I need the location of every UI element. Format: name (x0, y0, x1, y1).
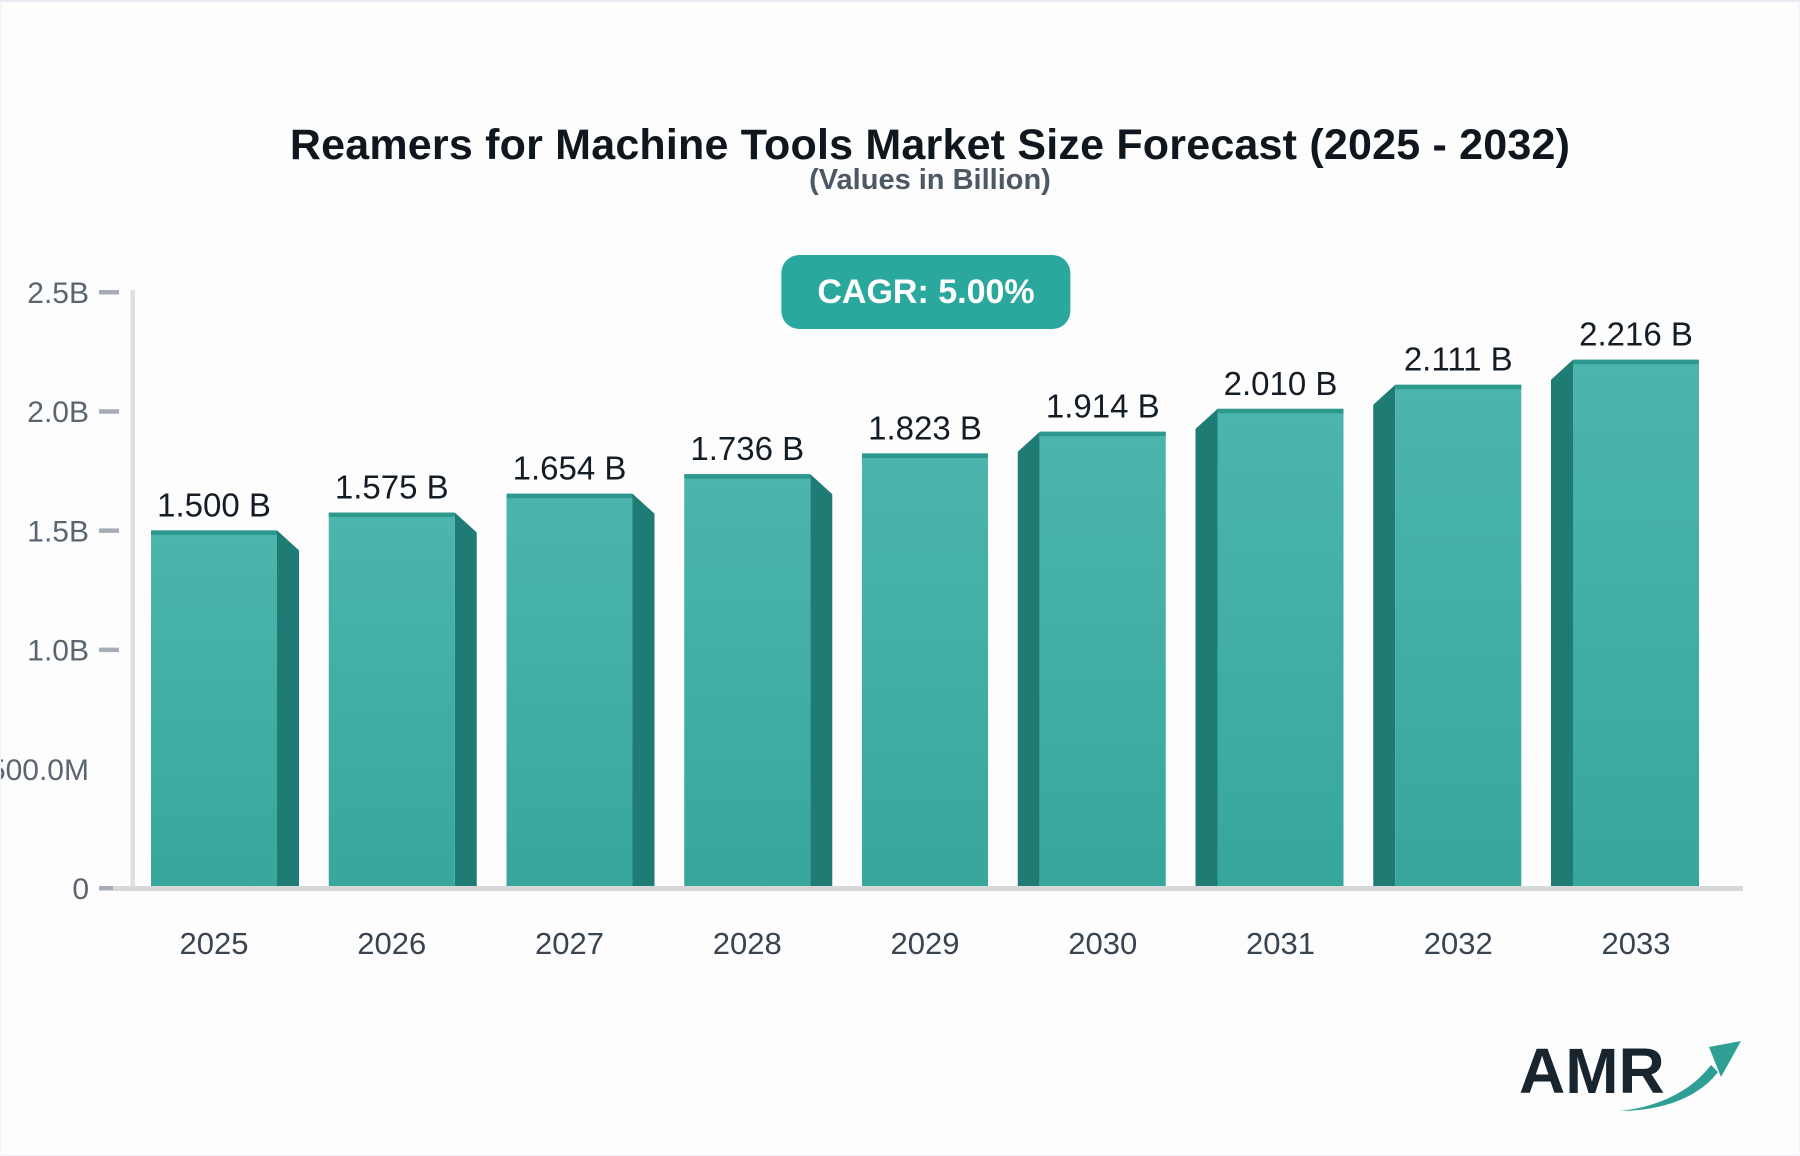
bar-top-edge (151, 530, 277, 535)
bar-value-label: 1.575 B (335, 469, 449, 506)
y-axis-tick (99, 886, 119, 891)
bar-group-2030: 1.914 B 2030 (1017, 388, 1166, 961)
bar-top-edge (1217, 408, 1344, 414)
bar-2028[interactable] (684, 474, 811, 888)
y-axis-label: 2.5B (27, 277, 89, 310)
bar-value-label: 1.914 B (1046, 388, 1160, 425)
amr-logo: AMR (1519, 1033, 1749, 1113)
bar-value-label: 1.654 B (513, 450, 627, 487)
bar-top-edge (328, 512, 455, 518)
x-axis-label: 2030 (1068, 926, 1137, 961)
bar-top-edge (862, 453, 988, 458)
bar-value-label: 2.216 B (1579, 316, 1693, 353)
bar-2033[interactable] (1573, 359, 1699, 889)
bar-side-face (810, 474, 833, 888)
x-axis-label: 2032 (1424, 926, 1493, 961)
bar-value-label: 1.736 B (690, 430, 804, 467)
x-axis-label: 2025 (180, 926, 249, 961)
bar-side-face (454, 512, 477, 888)
bar-group-2025: 1.500 B 2025 (151, 486, 299, 961)
bar-group-2033: 2.216 B 2033 (1551, 316, 1699, 961)
bar-value-label: 1.500 B (157, 486, 271, 523)
x-axis-label: 2033 (1602, 926, 1671, 961)
growth-arrow-icon (1619, 1041, 1741, 1111)
y-axis-label: 0 (72, 873, 89, 906)
x-axis-label: 2026 (357, 926, 426, 961)
bar-2026[interactable] (328, 512, 455, 888)
bar-2029[interactable] (862, 453, 988, 888)
y-axis-tick (99, 528, 119, 533)
x-axis-label: 2031 (1246, 926, 1315, 961)
bar-top-edge (1039, 431, 1166, 437)
bar-2031[interactable] (1217, 408, 1344, 888)
bar-group-2026: 1.575 B 2026 (328, 469, 477, 961)
y-axis-line (130, 290, 135, 888)
bar-2025[interactable] (151, 530, 277, 888)
x-axis-label: 2029 (891, 926, 960, 961)
y-axis-label: 500.0M (1, 754, 89, 787)
y-axis-label: 1.0B (27, 635, 89, 668)
bar-side-face (632, 493, 655, 888)
bar-top-edge (684, 474, 811, 479)
bar-value-label: 2.010 B (1224, 365, 1338, 402)
bar-side-face (1551, 359, 1573, 889)
y-axis-label: 1.5B (27, 515, 89, 548)
y-axis-tick (99, 290, 119, 295)
y-axis-label: 2.0B (27, 396, 89, 429)
amr-logo-text: AMR (1519, 1035, 1665, 1107)
bar-2032[interactable] (1395, 384, 1522, 888)
x-axis-label: 2028 (713, 926, 782, 961)
bar-top-edge (506, 493, 633, 499)
chart-title: Reamers for Machine Tools Market Size Fo… (289, 120, 1571, 169)
y-axis-tick (99, 409, 119, 414)
bar-2027[interactable] (506, 493, 633, 888)
bar-group-2029: 1.823 B 2029 (862, 409, 988, 961)
bar-side-face (1373, 384, 1396, 888)
bar-value-label: 1.823 B (868, 409, 982, 446)
x-axis-label: 2027 (535, 926, 604, 961)
bar-2030[interactable] (1039, 431, 1166, 888)
bar-side-face (277, 530, 299, 888)
x-axis-line (113, 886, 1743, 891)
bar-top-edge (1395, 384, 1522, 390)
bar-group-2031: 2.010 B 2031 (1195, 365, 1344, 961)
bar-group-2032: 2.111 B 2032 (1373, 341, 1522, 961)
bar-value-label: 2.111 B (1404, 341, 1513, 378)
y-axis-tick (99, 647, 119, 653)
bar-group-2027: 1.654 B 2027 (506, 450, 655, 961)
chart-subtitle: (Values in Billion) (809, 164, 1051, 196)
bar-side-face (1017, 431, 1040, 888)
bar-group-2028: 1.736 B 2028 (684, 430, 833, 961)
bar-top-edge (1573, 359, 1699, 365)
cagr-badge: CAGR: 5.00% (781, 255, 1071, 329)
bar-side-face (1195, 408, 1218, 888)
